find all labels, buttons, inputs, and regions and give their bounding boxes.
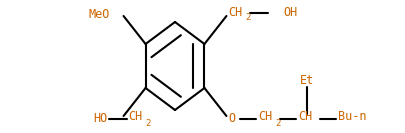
- Text: O: O: [228, 113, 236, 126]
- Text: 2: 2: [275, 119, 281, 128]
- Text: Bu-n: Bu-n: [339, 111, 367, 124]
- Text: Et: Et: [301, 74, 315, 86]
- Text: CH: CH: [128, 111, 143, 124]
- Text: CH: CH: [228, 7, 243, 20]
- Text: CH: CH: [298, 111, 313, 124]
- Text: OH: OH: [284, 7, 298, 20]
- Text: HO: HO: [93, 113, 108, 126]
- Text: 2: 2: [245, 13, 251, 22]
- Text: MeO: MeO: [88, 7, 110, 20]
- Text: CH: CH: [258, 111, 273, 124]
- Text: 2: 2: [145, 119, 151, 128]
